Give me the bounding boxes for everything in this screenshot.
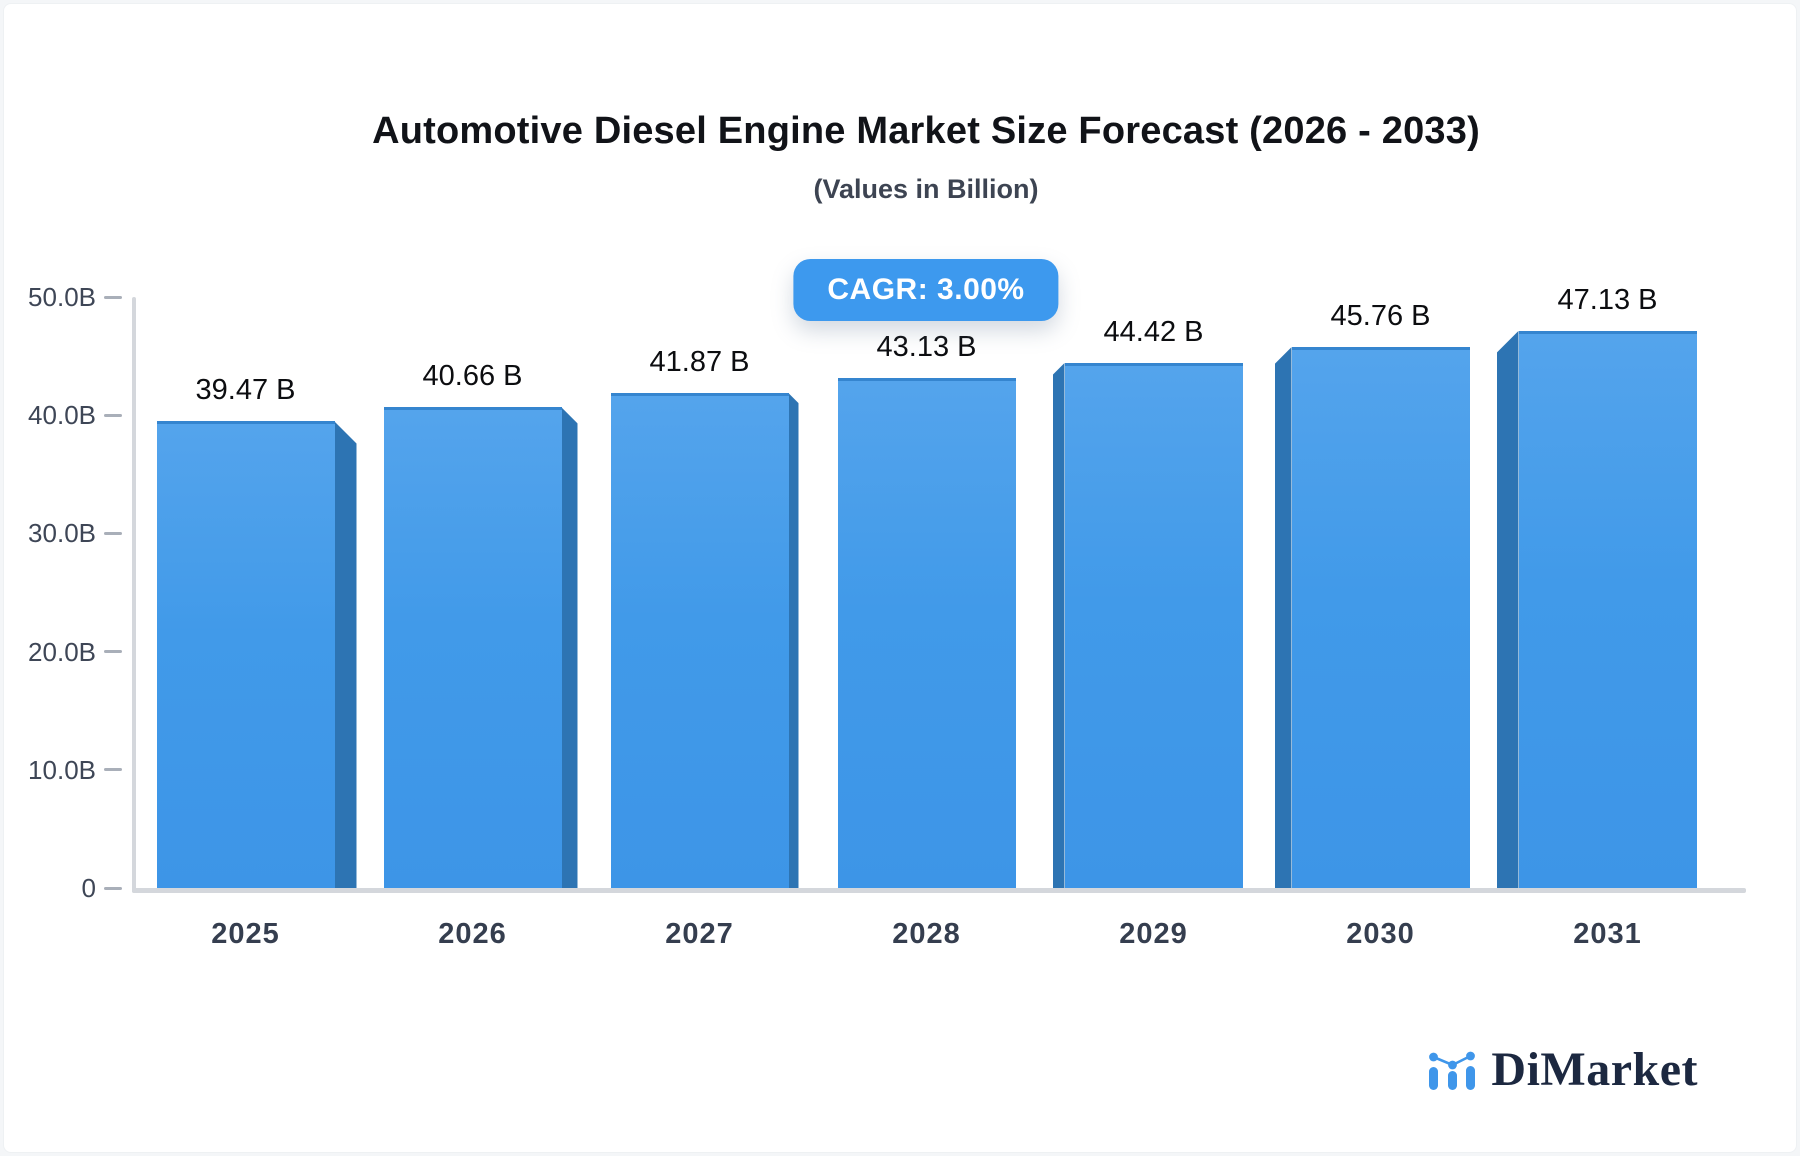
chart-card: Automotive Diesel Engine Market Size For… [3, 3, 1797, 1153]
brand-logo: DiMarket [1427, 1042, 1698, 1097]
plot-area: 50.0B 40.0B 30.0B 20.0B 10.0B 0 39.47 B 2025 40.… [4, 4, 1796, 1152]
chart-title: Automotive Diesel Engine Market Size For… [372, 110, 1480, 152]
bar [383, 407, 562, 888]
bar-value-label: 45.76 B [1330, 300, 1431, 333]
y-axis-tick-label: 0 [81, 873, 96, 903]
x-axis-label: 2029 [1119, 918, 1188, 950]
bar [610, 393, 789, 888]
bar-side-face [561, 407, 578, 888]
bar-side-face [334, 421, 357, 888]
bar [1291, 347, 1470, 888]
bar [156, 421, 335, 888]
y-tick-mark [104, 650, 122, 654]
y-tick-mark [104, 413, 122, 417]
x-axis-line [132, 888, 1746, 893]
chart-subtitle: (Values in Billion) [813, 174, 1039, 204]
bar [1518, 330, 1697, 888]
y-tick-mark [104, 886, 122, 890]
bar-value-label: 39.47 B [195, 374, 296, 407]
bar-side-face [1274, 347, 1292, 888]
y-tick-mark [104, 768, 122, 772]
x-axis-label: 2030 [1346, 918, 1415, 950]
x-axis-label: 2026 [438, 918, 507, 950]
y-axis-line [132, 297, 136, 893]
brand-name: DiMarket [1491, 1043, 1698, 1096]
y-axis-tick-label: 30.0B [28, 518, 96, 549]
bar [1064, 362, 1243, 888]
bar-value-label: 47.13 B [1557, 283, 1658, 316]
cagr-badge: CAGR: 3.00% [793, 259, 1059, 321]
bar-side-face [1052, 362, 1065, 888]
bar-value-label: 44.42 B [1103, 315, 1204, 348]
y-axis-tick-label: 20.0B [28, 636, 96, 667]
y-axis-tick-label: 50.0B [28, 282, 96, 312]
bar-side-face [1496, 330, 1519, 888]
x-axis-label: 2027 [665, 918, 734, 950]
y-axis-tick-label: 10.0B [28, 754, 96, 785]
y-tick-mark [104, 295, 122, 299]
bar-value-label: 43.13 B [876, 331, 977, 364]
x-axis-label: 2028 [892, 918, 961, 950]
y-tick-mark [104, 531, 122, 535]
y-axis-tick-label: 40.0B [28, 400, 96, 431]
x-axis-label: 2025 [211, 918, 280, 950]
bar-value-label: 40.66 B [422, 360, 523, 393]
bar [837, 378, 1016, 888]
bar-side-face [788, 393, 799, 888]
bar-value-label: 41.87 B [649, 346, 750, 379]
bar-line-chart-icon [1429, 1051, 1476, 1090]
x-axis-label: 2031 [1573, 918, 1642, 950]
